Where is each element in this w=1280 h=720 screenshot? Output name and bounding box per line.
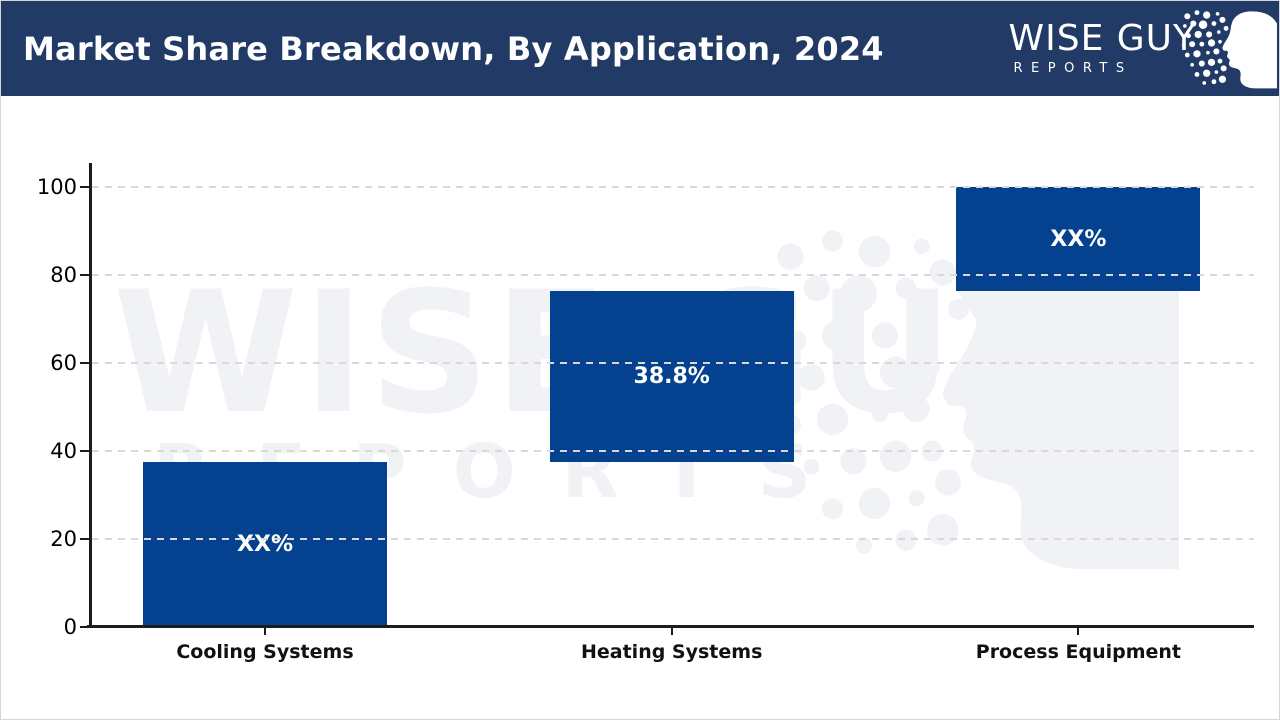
- category-label: Cooling Systems: [176, 641, 354, 663]
- y-tick-label: 80: [50, 263, 77, 287]
- y-tick: [80, 626, 89, 628]
- gridline: [92, 186, 1254, 188]
- y-tick: [80, 538, 89, 540]
- y-tick-label: 0: [63, 615, 77, 639]
- x-tick: [670, 628, 673, 635]
- y-tick: [80, 362, 89, 364]
- bar-process-equipment: XX%: [956, 187, 1201, 292]
- header: Market Share Breakdown, By Application, …: [1, 1, 1279, 96]
- gridline: [92, 450, 1254, 452]
- bar-value-label: XX%: [1050, 226, 1107, 252]
- bar-value-label: 38.8%: [633, 364, 710, 390]
- page-title: Market Share Breakdown, By Application, …: [23, 29, 884, 68]
- gridline: [92, 538, 1254, 540]
- y-tick: [80, 274, 89, 276]
- y-tick: [80, 186, 89, 188]
- x-tick: [264, 628, 266, 635]
- y-tick: [80, 450, 89, 452]
- bar-value-label: XX%: [237, 532, 293, 557]
- y-axis-line: [89, 163, 92, 628]
- category-label: Heating Systems: [580, 641, 763, 663]
- category-label: Process Equipment: [975, 641, 1182, 663]
- bar-heating-systems: 38.8%: [549, 291, 794, 462]
- x-axis-line: [87, 625, 1254, 628]
- brand-text: WISE GUY REPORTS: [1008, 18, 1197, 77]
- brand-name: WISE GUY: [1008, 18, 1196, 59]
- gridline: [92, 274, 1254, 276]
- y-tick-label: 60: [50, 351, 77, 375]
- brand-subtitle: REPORTS: [1013, 61, 1133, 76]
- gridline: [92, 362, 1254, 364]
- y-tick-label: 40: [50, 439, 77, 463]
- x-tick: [1077, 628, 1080, 635]
- brand-logo: WISE GUY REPORTS: [1009, 9, 1278, 89]
- bar-cooling-systems: XX%: [143, 462, 387, 627]
- y-tick-label: 20: [50, 527, 77, 551]
- y-tick-label: 100: [36, 175, 77, 199]
